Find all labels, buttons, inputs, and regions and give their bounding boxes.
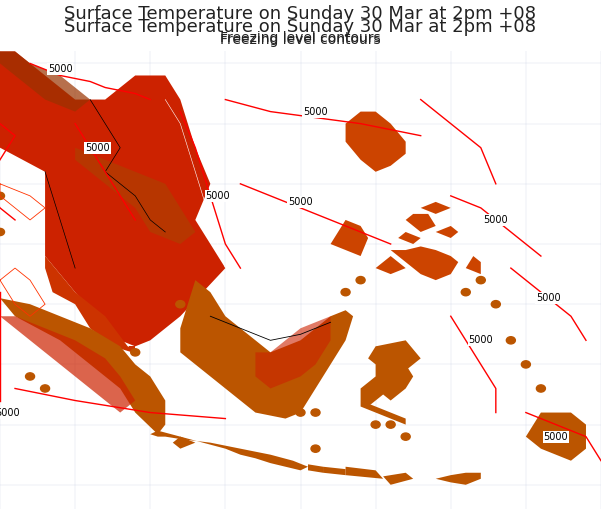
Polygon shape	[406, 214, 436, 232]
Polygon shape	[526, 413, 586, 461]
Text: 5000: 5000	[206, 191, 230, 201]
Polygon shape	[0, 51, 225, 346]
Circle shape	[476, 277, 485, 284]
Polygon shape	[0, 316, 135, 413]
Polygon shape	[129, 346, 135, 351]
Circle shape	[311, 445, 320, 452]
Circle shape	[311, 409, 320, 416]
Polygon shape	[45, 256, 135, 353]
Polygon shape	[361, 346, 413, 407]
Polygon shape	[308, 464, 323, 473]
Circle shape	[0, 192, 5, 199]
Circle shape	[341, 288, 350, 296]
Text: 5000: 5000	[48, 64, 72, 75]
Circle shape	[371, 421, 380, 428]
Circle shape	[507, 337, 516, 344]
Circle shape	[537, 385, 546, 392]
Circle shape	[462, 288, 471, 296]
Circle shape	[0, 228, 5, 235]
Circle shape	[131, 349, 140, 356]
Text: 5000: 5000	[304, 106, 328, 117]
Polygon shape	[376, 256, 406, 274]
Polygon shape	[0, 51, 90, 112]
Polygon shape	[406, 250, 436, 262]
Polygon shape	[391, 246, 459, 280]
Polygon shape	[173, 436, 195, 449]
Polygon shape	[398, 232, 421, 244]
Circle shape	[492, 301, 501, 308]
Text: 5000: 5000	[85, 143, 110, 153]
Circle shape	[175, 301, 185, 308]
Polygon shape	[331, 220, 368, 256]
Polygon shape	[376, 340, 421, 371]
Polygon shape	[0, 298, 165, 434]
Circle shape	[356, 277, 365, 284]
Polygon shape	[346, 467, 383, 479]
Text: 5000: 5000	[544, 432, 568, 442]
Circle shape	[41, 385, 50, 392]
Circle shape	[401, 433, 410, 440]
Polygon shape	[150, 431, 308, 470]
Text: 5000: 5000	[536, 293, 561, 303]
Polygon shape	[383, 473, 413, 485]
Circle shape	[191, 325, 200, 332]
Circle shape	[25, 373, 34, 380]
Polygon shape	[436, 473, 481, 485]
Text: Freezing level contours: Freezing level contours	[220, 33, 381, 47]
Polygon shape	[361, 400, 406, 425]
Polygon shape	[75, 148, 195, 244]
Polygon shape	[346, 112, 406, 172]
Circle shape	[521, 361, 531, 368]
Text: Freezing level contours: Freezing level contours	[220, 31, 381, 45]
Polygon shape	[255, 316, 331, 389]
Polygon shape	[436, 226, 459, 238]
Polygon shape	[466, 256, 481, 274]
Polygon shape	[180, 280, 353, 418]
Text: 5000: 5000	[288, 197, 313, 207]
Text: Surface Temperature on Sunday 30 Mar at 2pm +08: Surface Temperature on Sunday 30 Mar at …	[64, 5, 537, 23]
Text: Surface Temperature on Sunday 30 Mar at 2pm +08: Surface Temperature on Sunday 30 Mar at …	[64, 18, 537, 36]
Text: 5000: 5000	[469, 335, 493, 345]
Circle shape	[386, 421, 395, 428]
Circle shape	[281, 409, 290, 416]
Text: 5000: 5000	[0, 408, 20, 417]
Circle shape	[296, 409, 305, 416]
Polygon shape	[421, 202, 451, 214]
Text: 5000: 5000	[484, 215, 508, 225]
Polygon shape	[323, 467, 346, 475]
